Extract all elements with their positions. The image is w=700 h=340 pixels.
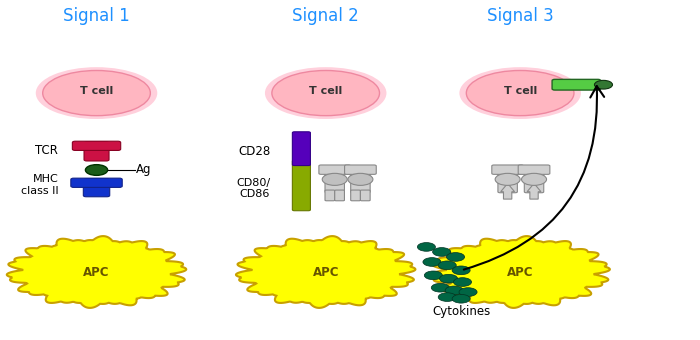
Text: T cell: T cell <box>309 86 342 97</box>
Polygon shape <box>430 236 610 308</box>
Polygon shape <box>236 236 415 308</box>
FancyBboxPatch shape <box>325 172 344 193</box>
Circle shape <box>322 173 347 185</box>
Text: Ag: Ag <box>136 164 152 176</box>
FancyArrowPatch shape <box>464 86 604 270</box>
FancyBboxPatch shape <box>492 165 524 174</box>
Text: T cell: T cell <box>503 86 537 97</box>
Text: Signal 3: Signal 3 <box>486 7 554 25</box>
FancyBboxPatch shape <box>83 179 110 197</box>
Ellipse shape <box>265 67 386 119</box>
Circle shape <box>423 258 441 266</box>
Text: Signal 1: Signal 1 <box>63 7 130 25</box>
Text: APC: APC <box>507 266 533 278</box>
Circle shape <box>424 271 442 280</box>
Circle shape <box>438 261 456 270</box>
Polygon shape <box>7 236 186 308</box>
Circle shape <box>452 266 470 275</box>
FancyBboxPatch shape <box>293 132 310 166</box>
Circle shape <box>85 165 108 175</box>
Circle shape <box>459 288 477 296</box>
FancyBboxPatch shape <box>498 172 517 193</box>
Circle shape <box>438 293 456 302</box>
Text: TCR: TCR <box>36 144 58 157</box>
Circle shape <box>417 242 435 251</box>
Circle shape <box>454 278 472 286</box>
FancyBboxPatch shape <box>552 79 601 90</box>
Text: T cell: T cell <box>80 86 113 97</box>
FancyBboxPatch shape <box>351 190 360 201</box>
Text: CD80/
CD86: CD80/ CD86 <box>236 178 270 199</box>
Circle shape <box>433 248 451 256</box>
Ellipse shape <box>466 70 574 116</box>
Text: APC: APC <box>312 266 339 278</box>
Ellipse shape <box>459 67 581 119</box>
FancyBboxPatch shape <box>293 160 310 211</box>
FancyBboxPatch shape <box>524 172 544 193</box>
Circle shape <box>431 283 449 292</box>
Circle shape <box>495 173 520 185</box>
Ellipse shape <box>43 70 150 116</box>
Ellipse shape <box>272 70 379 116</box>
Text: APC: APC <box>83 266 110 278</box>
Circle shape <box>452 294 470 303</box>
Circle shape <box>594 80 612 89</box>
FancyBboxPatch shape <box>344 165 377 174</box>
FancyBboxPatch shape <box>351 172 370 193</box>
Polygon shape <box>527 183 541 199</box>
FancyBboxPatch shape <box>72 141 120 150</box>
Text: CD28: CD28 <box>238 145 270 158</box>
Circle shape <box>445 286 463 295</box>
FancyBboxPatch shape <box>71 178 122 187</box>
Polygon shape <box>500 183 514 199</box>
Ellipse shape <box>36 67 158 119</box>
Text: MHC
class II: MHC class II <box>21 174 58 196</box>
Circle shape <box>447 253 465 261</box>
FancyBboxPatch shape <box>84 142 109 161</box>
FancyBboxPatch shape <box>518 165 550 174</box>
FancyBboxPatch shape <box>325 190 335 201</box>
FancyBboxPatch shape <box>319 165 351 174</box>
Circle shape <box>348 173 373 185</box>
Text: Cytokines: Cytokines <box>432 305 490 319</box>
Circle shape <box>440 274 458 283</box>
FancyBboxPatch shape <box>335 190 344 201</box>
Text: Signal 2: Signal 2 <box>293 7 359 25</box>
Circle shape <box>522 173 547 185</box>
FancyBboxPatch shape <box>360 190 370 201</box>
